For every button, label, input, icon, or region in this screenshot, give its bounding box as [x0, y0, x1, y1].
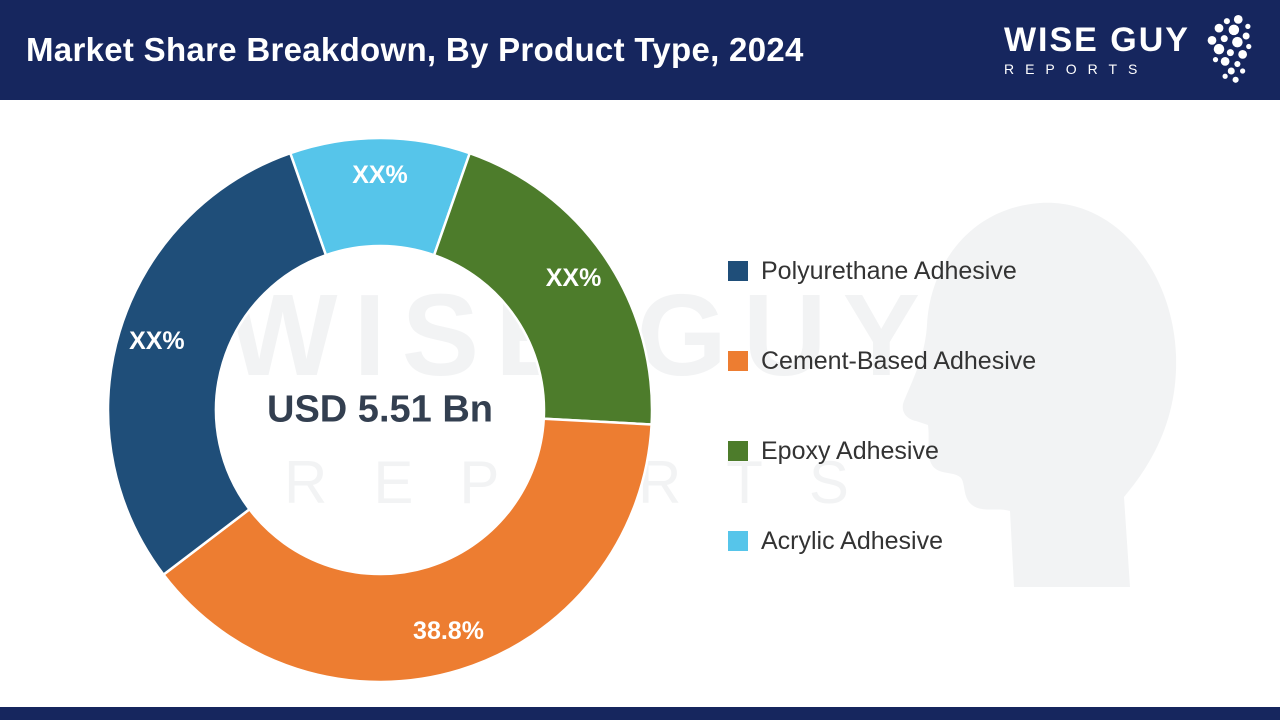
legend-label: Acrylic Adhesive: [761, 526, 944, 555]
donut-rings: [106, 136, 654, 684]
logo-wordmark: WISE GUY REPORTS: [1003, 20, 1190, 78]
header: Market Share Breakdown, By Product Type,…: [0, 0, 1280, 100]
legend-swatch: [728, 441, 748, 461]
donut-center-value: USD 5.51 Bn: [267, 388, 493, 431]
segment-value-label-cement-based-adhesive: 38.8%: [413, 616, 484, 645]
segment-value-label-polyurethane-adhesive: XX%: [129, 326, 185, 355]
segment-value-label-acrylic-adhesive: XX%: [352, 161, 408, 189]
donut-segment-polyurethane-adhesive: [106, 151, 328, 577]
page-title: Market Share Breakdown, By Product Type,…: [26, 31, 804, 68]
legend-item-acrylic-adhesive: Acrylic Adhesive: [728, 526, 1036, 556]
logo-wordmark-line1: WISE GUY: [1003, 20, 1190, 59]
logo-wordmark-line2: REPORTS: [1003, 61, 1149, 78]
legend-swatch: [728, 531, 748, 551]
legend-item-cement-based-adhesive: Cement-Based Adhesive: [728, 346, 1036, 376]
legend-swatch: [728, 261, 748, 281]
legend: Polyurethane Adhesive Cement-Based Adhesi…: [728, 256, 1036, 616]
donut-segment-epoxy-adhesive: [432, 151, 654, 426]
legend-label: Polyurethane Adhesive: [761, 256, 1017, 285]
legend-item-epoxy-adhesive: Epoxy Adhesive: [728, 436, 1036, 466]
segment-value-label-epoxy-adhesive: XX%: [545, 264, 602, 293]
brand-logo: WISE GUY REPORTS: [1004, 11, 1254, 89]
legend-label: Cement-Based Adhesive: [761, 346, 1037, 375]
footer-bar: [0, 707, 1280, 720]
donut-segment-cement-based-adhesive: [161, 417, 653, 684]
legend-swatch: [728, 351, 748, 371]
watermark-head-icon: [902, 202, 1177, 587]
legend-item-polyurethane-adhesive: Polyurethane Adhesive: [728, 256, 1036, 286]
donut-chart: USD 5.51 Bn XX% XX% 38.8% XX%: [105, 135, 655, 685]
legend-label: Epoxy Adhesive: [761, 436, 939, 465]
logo-head-icon: [1207, 15, 1252, 83]
